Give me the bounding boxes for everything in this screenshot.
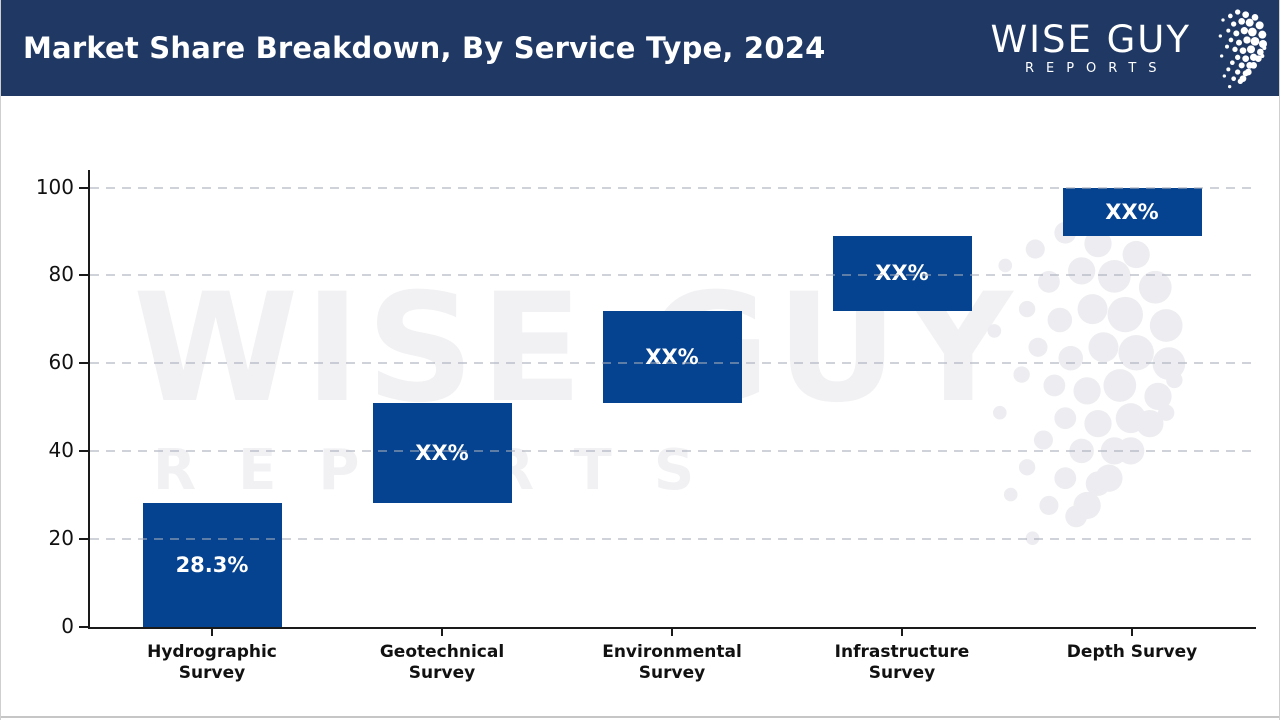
bottom-rule (1, 716, 1279, 718)
gridline-20 (90, 538, 1256, 541)
page-title: Market Share Breakdown, By Service Type,… (23, 31, 826, 65)
x-tick-depth-survey (1131, 629, 1133, 636)
gridline-60 (90, 362, 1256, 365)
x-tick-hydrographic-survey (211, 629, 213, 636)
x-tick-infrastructure-survey (901, 629, 903, 636)
x-axis-label-geotechnical-survey: Geotechnical Survey (379, 642, 505, 684)
x-axis-line (88, 627, 1256, 629)
y-tick-label-100: 100 (35, 174, 74, 199)
y-tick-80 (79, 274, 88, 277)
logo-subtext: REPORTS (1024, 61, 1169, 76)
y-axis-line (88, 170, 90, 629)
wiseguy-logo: WISE GUY REPORTS (991, 4, 1269, 92)
y-tick-100 (79, 186, 88, 189)
bar-hydrographic-survey: 28.3% (142, 502, 282, 627)
y-tick-0 (79, 626, 88, 628)
bar-value-label: XX% (875, 261, 929, 286)
bar-value-label: XX% (645, 344, 699, 369)
x-tick-geotechnical-survey (441, 629, 443, 636)
y-tick-label-80: 80 (48, 262, 74, 287)
gridline-100 (90, 186, 1256, 189)
y-tick-label-40: 40 (48, 438, 74, 463)
bar-value-label: XX% (415, 440, 469, 465)
bar-geotechnical-survey: XX% (372, 402, 512, 503)
y-tick-20 (79, 538, 88, 541)
wiseguy-face-icon (1218, 9, 1267, 89)
y-tick-label-0: 0 (61, 614, 74, 638)
chart-area: WISE GUY REPORTS 02040608010028.3%Hydrog… (1, 96, 1279, 720)
y-tick-label-20: 20 (48, 526, 74, 551)
gridline-80 (90, 274, 1256, 277)
x-axis-label-depth-survey: Depth Survey (1066, 642, 1198, 662)
bar-infrastructure-survey: XX% (832, 235, 972, 311)
y-tick-60 (79, 362, 88, 365)
bar-value-label: 28.3% (175, 552, 249, 577)
bar-environmental-survey: XX% (602, 310, 742, 403)
gridline-40 (90, 450, 1256, 453)
waterfall-plot: 0 20 40 60 80 100 28.3% Hydrographic Survey XX% G… (36, 170, 1256, 683)
x-axis-label-infrastructure-survey: Infrastructure Survey (834, 642, 970, 684)
y-tick-40 (79, 450, 88, 453)
bar-value-label: XX% (1105, 199, 1159, 224)
bar-depth-survey: XX% (1062, 187, 1202, 236)
x-axis-label-hydrographic-survey: Hydrographic Survey (147, 642, 277, 684)
x-axis-label-environmental-survey: Environmental Survey (602, 642, 742, 684)
header-bar: Market Share Breakdown, By Service Type,… (1, 0, 1279, 96)
logo-wordmark: WISE GUY (990, 18, 1191, 61)
x-tick-environmental-survey (671, 629, 673, 636)
y-tick-label-60: 60 (48, 350, 74, 375)
wiseguy-logo-text: WISE GUY REPORTS (991, 21, 1191, 75)
